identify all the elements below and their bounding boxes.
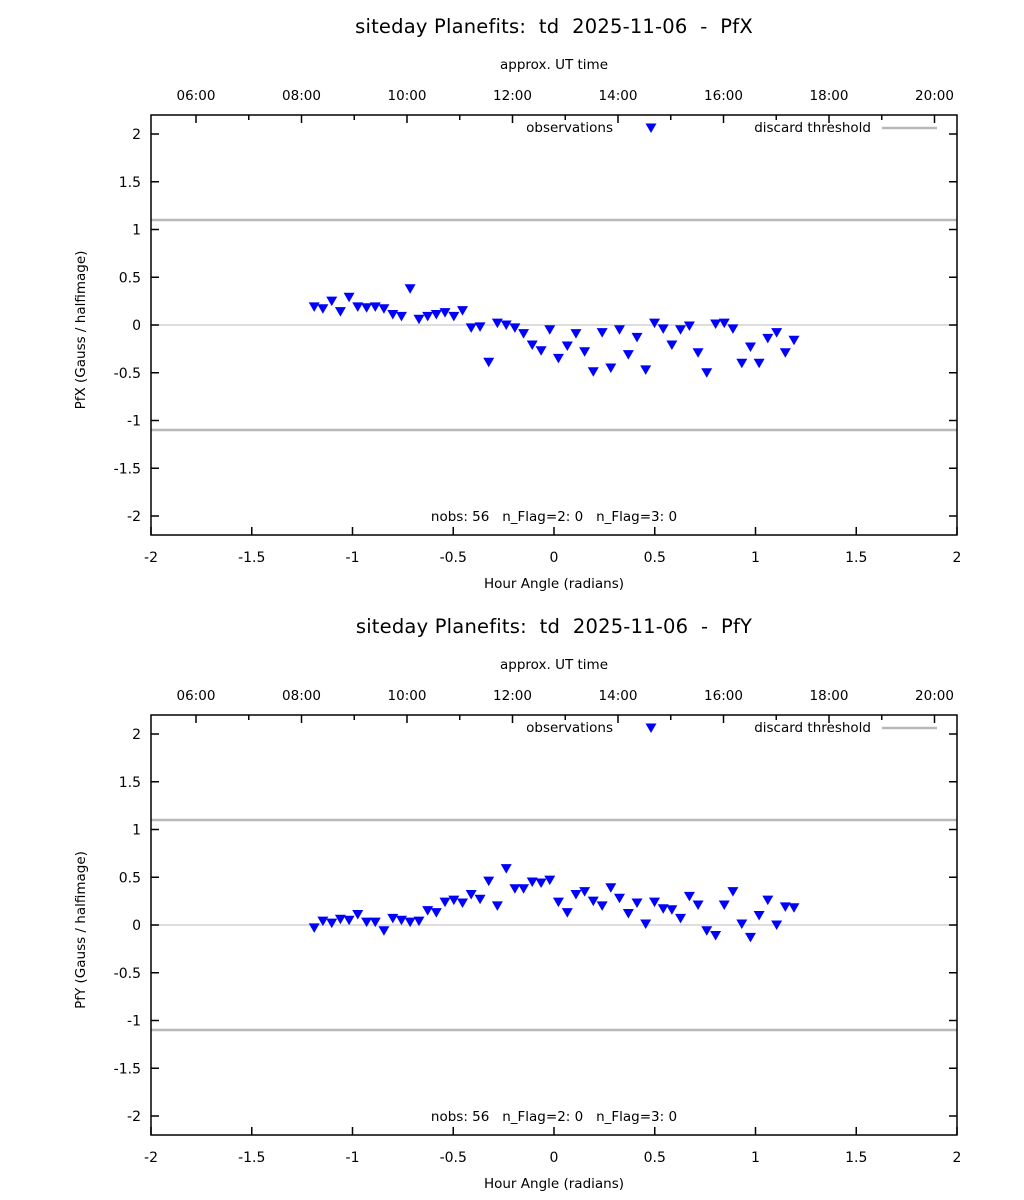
svg-text:-1: -1: [346, 1150, 360, 1166]
svg-text:-2: -2: [144, 1150, 158, 1166]
svg-text:2: 2: [132, 727, 141, 743]
svg-text:1.5: 1.5: [119, 775, 141, 791]
chart-pfx: 2 1.5 1 0.5 0 -0.5 -1 -1.5 -2 -2 -1.5 -1 -0.5 0 0.5 1 1.…: [73, 15, 962, 592]
observation-points: [308, 284, 800, 378]
svg-text:1: 1: [751, 1150, 760, 1166]
svg-text:-0.5: -0.5: [440, 1150, 467, 1166]
svg-text:16:00: 16:00: [704, 688, 743, 704]
svg-text:12:00: 12:00: [493, 88, 532, 104]
pfx-chart-title: siteday Planefits: td 2025-11-06 - PfX: [355, 15, 753, 38]
svg-text:0: 0: [550, 550, 559, 566]
svg-text:06:00: 06:00: [177, 688, 216, 704]
svg-text:-2: -2: [127, 509, 141, 525]
svg-text:06:00: 06:00: [177, 88, 216, 104]
pfy-ut-axis-title: approx. UT time: [500, 657, 608, 673]
svg-text:12:00: 12:00: [493, 688, 532, 704]
threshold-lines: [151, 218, 957, 432]
svg-text:-1: -1: [127, 414, 141, 430]
svg-text:-2: -2: [127, 1109, 141, 1125]
svg-text:0.5: 0.5: [644, 1150, 666, 1166]
legend-samples: [645, 723, 937, 733]
svg-text:-1: -1: [346, 550, 360, 566]
pfy-legend-observations-label: observations: [526, 720, 613, 736]
svg-text:-1.5: -1.5: [238, 550, 265, 566]
pfx-legend-observations-label: observations: [526, 120, 613, 136]
svg-text:-1.5: -1.5: [114, 1061, 141, 1077]
svg-text:0: 0: [132, 318, 141, 334]
ut-axis-ticks: 06:00 08:00 10:00 12:00 14:00 16:00 18:00 20:00: [177, 88, 954, 123]
observations-marker-icon: [645, 723, 657, 733]
x-axis-ticks: -2 -1.5 -1 -0.5 0 0.5 1 1.5 2: [144, 527, 961, 566]
svg-text:0.5: 0.5: [119, 270, 141, 286]
svg-text:1.5: 1.5: [119, 175, 141, 191]
pfy-stats-note: nobs: 56 n_Flag=2: 0 n_Flag=3: 0: [430, 1109, 678, 1125]
pfx-legend-threshold-label: discard threshold: [754, 120, 871, 136]
svg-text:14:00: 14:00: [599, 688, 638, 704]
pfx-plot-canvas: 2 1.5 1 0.5 0 -0.5 -1 -1.5 -2 -2 -1.5 -1 -0.5 0 0.5 1 1.…: [114, 88, 962, 566]
pfx-x-axis-title: Hour Angle (radians): [483, 576, 625, 592]
svg-text:1: 1: [132, 823, 141, 839]
svg-text:0.5: 0.5: [119, 870, 141, 886]
svg-text:14:00: 14:00: [599, 88, 638, 104]
svg-text:2: 2: [953, 550, 962, 566]
svg-text:08:00: 08:00: [282, 688, 321, 704]
observation-points: [308, 864, 800, 943]
pfy-plot-canvas: 2 1.5 1 0.5 0 -0.5 -1 -1.5 -2 -2 -1.5 -1 -0.5 0 0.5 1 1.…: [114, 688, 962, 1166]
x-axis-ticks: -2 -1.5 -1 -0.5 0 0.5 1 1.5 2: [144, 1127, 961, 1166]
svg-text:20:00: 20:00: [915, 88, 954, 104]
svg-text:-1.5: -1.5: [238, 1150, 265, 1166]
svg-text:18:00: 18:00: [810, 88, 849, 104]
pfx-stats-note: nobs: 56 n_Flag=2: 0 n_Flag=3: 0: [430, 509, 678, 525]
svg-text:18:00: 18:00: [810, 688, 849, 704]
svg-text:1: 1: [751, 550, 760, 566]
pfy-legend-threshold-label: discard threshold: [754, 720, 871, 736]
svg-text:-2: -2: [144, 550, 158, 566]
svg-text:0.5: 0.5: [644, 550, 666, 566]
pfx-ut-axis-title: approx. UT time: [500, 57, 608, 73]
svg-text:2: 2: [132, 127, 141, 143]
svg-text:1.5: 1.5: [845, 550, 867, 566]
svg-text:16:00: 16:00: [704, 88, 743, 104]
legend-samples: [645, 123, 937, 133]
pfy-chart-title: siteday Planefits: td 2025-11-06 - PfY: [355, 615, 753, 638]
svg-text:-0.5: -0.5: [114, 966, 141, 982]
svg-text:08:00: 08:00: [282, 88, 321, 104]
pfx-y-axis-title: PfX (Gauss / halfimage): [73, 250, 89, 410]
chart-pfy: 2 1.5 1 0.5 0 -0.5 -1 -1.5 -2 -2 -1.5 -1 -0.5 0 0.5 1 1.…: [0, 600, 1024, 1200]
svg-text:2: 2: [953, 1150, 962, 1166]
svg-text:10:00: 10:00: [388, 688, 427, 704]
svg-text:-1: -1: [127, 1014, 141, 1030]
y-axis-ticks: 2 1.5 1 0.5 0 -0.5 -1 -1.5 -2: [114, 127, 957, 525]
svg-text:1.5: 1.5: [845, 1150, 867, 1166]
svg-text:1: 1: [132, 223, 141, 239]
ut-axis-ticks: 06:00 08:00 10:00 12:00 14:00 16:00 18:00 20:00: [177, 688, 954, 723]
svg-text:20:00: 20:00: [915, 688, 954, 704]
observations-marker-icon: [645, 123, 657, 133]
svg-text:-0.5: -0.5: [114, 366, 141, 382]
threshold-lines: [151, 818, 957, 1032]
svg-text:-0.5: -0.5: [440, 550, 467, 566]
svg-text:-1.5: -1.5: [114, 461, 141, 477]
pfy-y-axis-title: PfY (Gauss / halfimage): [73, 851, 89, 1009]
y-axis-ticks: 2 1.5 1 0.5 0 -0.5 -1 -1.5 -2: [114, 727, 957, 1125]
svg-text:0: 0: [132, 918, 141, 934]
pfy-x-axis-title: Hour Angle (radians): [483, 1176, 625, 1192]
svg-text:0: 0: [550, 1150, 559, 1166]
svg-text:10:00: 10:00: [388, 88, 427, 104]
